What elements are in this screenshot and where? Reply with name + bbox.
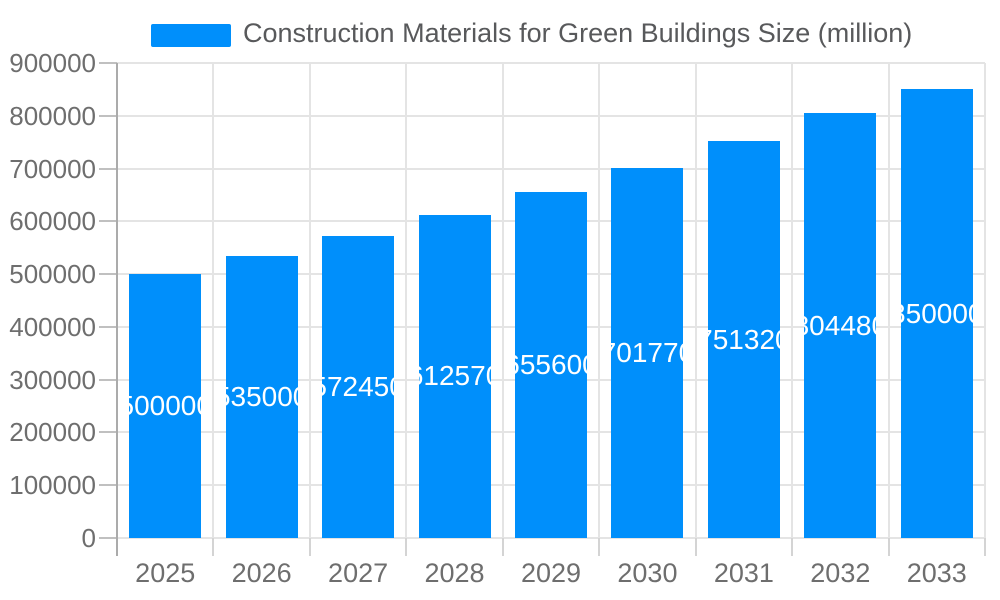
y-axis-tick	[99, 220, 117, 223]
x-axis-label: 2028	[424, 558, 485, 588]
bar-2027[interactable]: 572450	[322, 235, 395, 538]
x-axis-label: 2030	[617, 558, 678, 588]
x-axis-tick	[887, 538, 890, 556]
bar-inner: 655600	[515, 192, 587, 538]
bar-value-label: 701770	[611, 336, 683, 368]
y-axis-line	[116, 63, 118, 556]
x-gridline	[694, 63, 697, 538]
x-gridline	[501, 63, 504, 538]
x-axis-tick	[984, 538, 986, 556]
y-gridline	[117, 167, 985, 170]
x-axis-tick	[791, 538, 794, 556]
x-gridline	[791, 63, 794, 538]
x-gridline	[887, 63, 890, 538]
y-axis-tick	[99, 273, 117, 276]
x-axis-label: 2027	[328, 558, 389, 588]
bar-value-label: 500000	[129, 390, 201, 422]
x-axis-label: 2032	[810, 558, 871, 588]
y-gridline	[117, 537, 985, 539]
bar-inner: 500000	[129, 274, 201, 538]
x-axis-tick	[405, 538, 408, 556]
y-axis-tick	[99, 431, 117, 434]
x-axis-label: 2033	[906, 558, 967, 588]
y-axis-label: 400000	[9, 311, 96, 342]
bar-2030[interactable]: 701770	[611, 167, 684, 538]
x-gridline	[598, 63, 601, 538]
y-axis-label: 200000	[9, 417, 96, 448]
y-gridline	[117, 62, 985, 64]
x-gridline	[984, 63, 986, 538]
y-axis-tick	[99, 325, 117, 328]
bar-inner: 535000	[226, 256, 298, 538]
bar-2026[interactable]: 535000	[225, 255, 298, 538]
y-axis-label: 300000	[9, 364, 96, 395]
x-axis-tick	[694, 538, 697, 556]
bar-inner: 850000	[901, 89, 973, 538]
x-axis-label: 2026	[231, 558, 292, 588]
y-axis-label: 0	[81, 523, 96, 553]
bar-inner: 612570	[419, 215, 491, 538]
y-axis-tick	[99, 484, 117, 487]
y-gridline	[117, 114, 985, 117]
bar-2025[interactable]: 500000	[129, 274, 202, 538]
bar-inner: 701770	[611, 168, 683, 538]
bar-inner: 572450	[322, 236, 394, 538]
y-axis-tick	[99, 62, 117, 64]
x-axis-tick	[501, 538, 504, 556]
bar-value-label: 804480	[804, 309, 876, 341]
y-axis-tick	[99, 537, 117, 539]
x-gridline	[212, 63, 215, 538]
bar-value-label: 572450	[322, 370, 394, 402]
x-axis-label: 2029	[520, 558, 582, 588]
y-axis-tick	[99, 114, 117, 117]
bar-inner: 804480	[804, 113, 876, 538]
x-gridline	[308, 63, 311, 538]
y-axis-tick	[99, 378, 117, 381]
legend-item[interactable]: Construction Materials for Green Buildin…	[151, 18, 912, 49]
y-axis-label: 700000	[9, 153, 96, 184]
y-axis-label: 900000	[9, 48, 96, 78]
x-axis-tick	[308, 538, 311, 556]
x-axis-label: 2031	[713, 558, 774, 588]
legend-swatch	[151, 23, 231, 47]
x-axis-label: 2025	[135, 558, 196, 588]
bar-value-label: 535000	[226, 380, 298, 412]
bar-2033[interactable]: 850000	[900, 89, 973, 538]
bar-2028[interactable]: 612570	[418, 214, 491, 538]
x-axis-tick	[598, 538, 601, 556]
y-axis-label: 100000	[9, 470, 96, 501]
y-axis-tick	[99, 167, 117, 170]
legend-label: Construction Materials for Green Buildin…	[243, 18, 913, 48]
bar-value-label: 612570	[419, 360, 491, 392]
bar-value-label: 850000	[901, 297, 973, 329]
y-axis-label: 600000	[9, 206, 96, 237]
y-axis-label: 800000	[9, 100, 96, 131]
bar-2032[interactable]: 804480	[804, 113, 877, 538]
x-axis-tick	[212, 538, 215, 556]
bar-2029[interactable]: 655600	[515, 191, 587, 538]
y-axis-label: 500000	[9, 259, 96, 290]
x-gridline	[405, 63, 408, 538]
bar-value-label: 655600	[515, 348, 587, 380]
